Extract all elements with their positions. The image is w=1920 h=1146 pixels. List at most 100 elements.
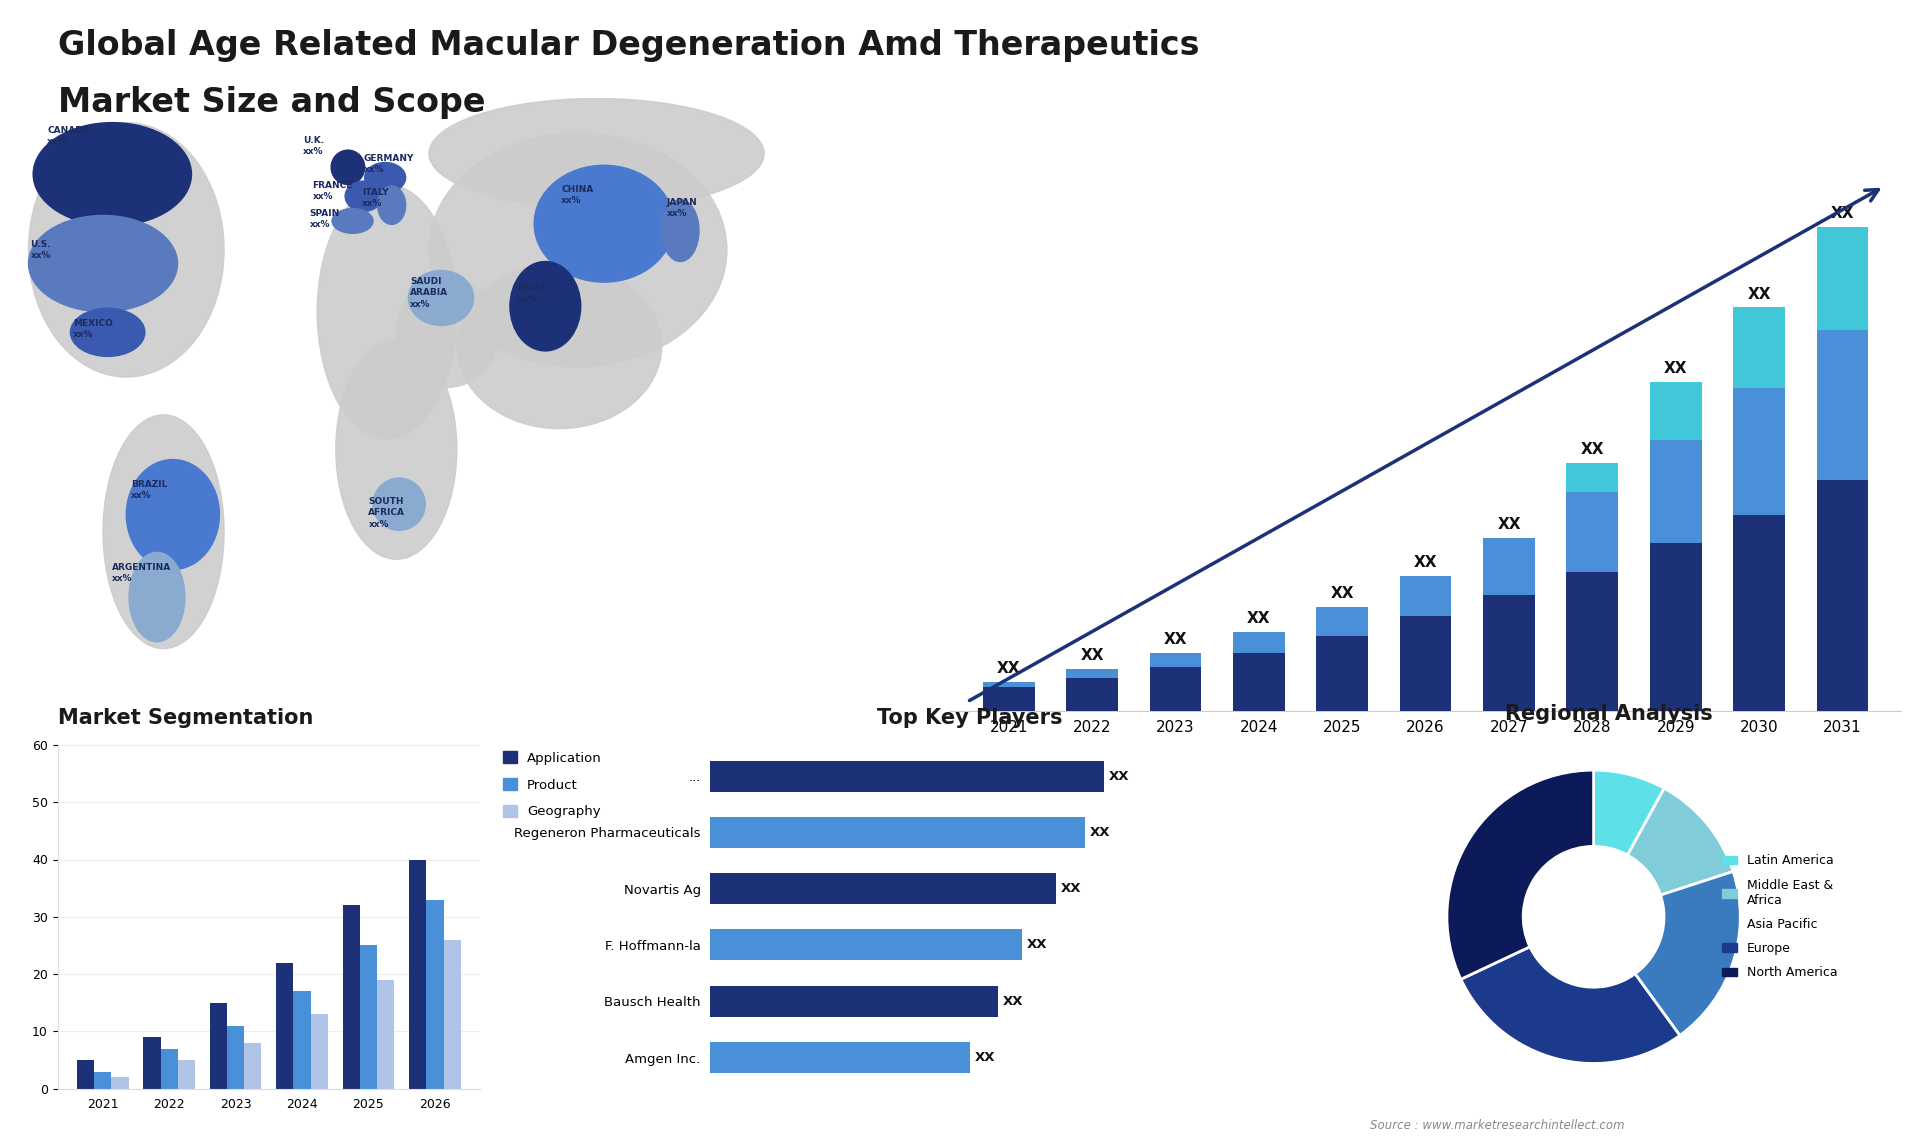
Bar <box>1233 633 1284 653</box>
Text: JAPAN
xx%: JAPAN xx% <box>666 198 697 219</box>
Bar <box>1567 572 1619 711</box>
Bar <box>1150 667 1202 711</box>
Text: SAUDI
ARABIA
xx%: SAUDI ARABIA xx% <box>411 277 449 308</box>
Text: BRAZIL
xx%: BRAZIL xx% <box>131 480 167 501</box>
Bar <box>1400 575 1452 617</box>
Wedge shape <box>1461 947 1680 1063</box>
Bar <box>311 1014 328 1089</box>
Bar <box>179 1060 196 1089</box>
Bar <box>983 682 1035 688</box>
Text: CHINA
xx%: CHINA xx% <box>561 185 593 205</box>
Bar <box>710 817 1085 848</box>
Bar <box>983 688 1035 711</box>
Bar <box>1150 653 1202 667</box>
Text: XX: XX <box>1002 995 1023 1007</box>
Bar <box>1734 515 1786 711</box>
Text: XX: XX <box>1081 649 1104 664</box>
Text: XX: XX <box>1248 612 1271 627</box>
Legend: Application, Product, Geography: Application, Product, Geography <box>503 752 603 818</box>
Text: XX: XX <box>1027 939 1048 951</box>
Bar <box>1734 388 1786 515</box>
Text: XX: XX <box>1665 361 1688 376</box>
Bar <box>1066 678 1117 711</box>
Bar <box>376 980 394 1089</box>
Text: XX: XX <box>1089 826 1110 839</box>
Ellipse shape <box>428 133 728 367</box>
Text: XX: XX <box>973 1051 995 1065</box>
Ellipse shape <box>662 199 699 261</box>
Bar <box>1567 463 1619 492</box>
Text: Global Age Related Macular Degeneration Amd Therapeutics: Global Age Related Macular Degeneration … <box>58 29 1200 62</box>
Text: INDIA
xx%: INDIA xx% <box>516 284 547 305</box>
Text: XX: XX <box>1060 882 1081 895</box>
Ellipse shape <box>71 308 144 356</box>
Text: XX: XX <box>1830 206 1855 221</box>
Ellipse shape <box>396 277 499 387</box>
Bar <box>444 940 461 1089</box>
Ellipse shape <box>378 186 405 225</box>
Ellipse shape <box>127 460 219 570</box>
Text: Source : www.marketresearchintellect.com: Source : www.marketresearchintellect.com <box>1371 1120 1624 1132</box>
Bar <box>710 761 1104 792</box>
Ellipse shape <box>346 181 382 211</box>
Wedge shape <box>1448 770 1594 979</box>
Text: CANADA
xx%: CANADA xx% <box>48 126 90 147</box>
Bar <box>1816 330 1868 480</box>
Bar <box>276 963 294 1089</box>
Wedge shape <box>1628 788 1734 895</box>
Legend: Latin America, Middle East &
Africa, Asia Pacific, Europe, North America: Latin America, Middle East & Africa, Asi… <box>1716 849 1843 984</box>
Bar <box>111 1077 129 1089</box>
Text: XX: XX <box>1413 555 1438 570</box>
Text: Top Key Players: Top Key Players <box>877 708 1062 728</box>
Text: FRANCE
xx%: FRANCE xx% <box>313 181 353 202</box>
Bar <box>710 873 1056 904</box>
Bar <box>710 1042 970 1073</box>
Bar <box>1317 607 1369 636</box>
Ellipse shape <box>317 185 457 439</box>
Bar <box>144 1037 161 1089</box>
Text: U.K.
xx%: U.K. xx% <box>303 136 324 157</box>
Bar <box>1734 307 1786 388</box>
Bar <box>1649 543 1701 711</box>
Bar <box>1233 653 1284 711</box>
Text: Market Segmentation: Market Segmentation <box>58 708 313 728</box>
Text: U.S.
xx%: U.S. xx% <box>31 240 52 260</box>
Ellipse shape <box>129 552 184 642</box>
Bar <box>710 986 998 1017</box>
Text: ARGENTINA
xx%: ARGENTINA xx% <box>111 563 171 583</box>
Ellipse shape <box>330 150 365 185</box>
Bar <box>1066 669 1117 678</box>
Bar <box>1649 382 1701 440</box>
Text: XX: XX <box>1164 633 1187 647</box>
Bar <box>1317 636 1369 711</box>
Ellipse shape <box>511 261 580 351</box>
Ellipse shape <box>428 99 764 209</box>
Ellipse shape <box>29 123 225 377</box>
Bar <box>1816 227 1868 330</box>
Ellipse shape <box>104 415 225 649</box>
Text: ITALY
xx%: ITALY xx% <box>361 188 388 209</box>
Ellipse shape <box>372 478 424 531</box>
Text: Market Size and Scope: Market Size and Scope <box>58 86 486 119</box>
Bar <box>77 1060 94 1089</box>
Text: XX: XX <box>996 661 1021 676</box>
Text: XX: XX <box>1498 517 1521 532</box>
Bar <box>1816 480 1868 711</box>
Bar <box>426 900 444 1089</box>
Wedge shape <box>1594 770 1665 855</box>
Ellipse shape <box>365 163 405 193</box>
Ellipse shape <box>534 165 674 282</box>
Ellipse shape <box>33 123 192 226</box>
Bar <box>209 1003 227 1089</box>
Bar <box>161 1049 179 1089</box>
Wedge shape <box>1636 871 1740 1036</box>
Bar <box>1567 492 1619 572</box>
Ellipse shape <box>457 264 662 429</box>
Text: SPAIN
xx%: SPAIN xx% <box>309 209 340 229</box>
Text: XX: XX <box>1747 286 1770 301</box>
Bar <box>409 860 426 1089</box>
Bar <box>94 1072 111 1089</box>
Text: MEXICO
xx%: MEXICO xx% <box>73 319 113 339</box>
Bar <box>244 1043 261 1089</box>
Text: XX: XX <box>1331 586 1354 601</box>
